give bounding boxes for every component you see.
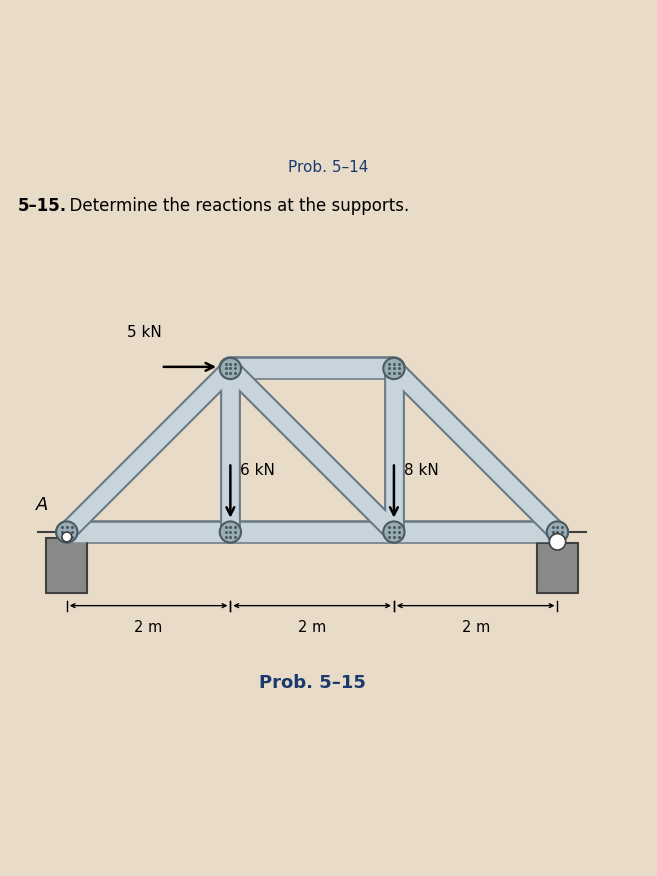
Polygon shape bbox=[57, 522, 77, 533]
Polygon shape bbox=[548, 524, 567, 533]
Text: Prob. 5–15: Prob. 5–15 bbox=[259, 675, 365, 692]
Circle shape bbox=[383, 521, 405, 542]
Circle shape bbox=[219, 521, 241, 542]
Circle shape bbox=[219, 358, 241, 379]
Circle shape bbox=[547, 521, 568, 542]
Text: 6 kN: 6 kN bbox=[240, 463, 275, 478]
Text: A: A bbox=[36, 496, 49, 514]
Text: 5 kN: 5 kN bbox=[127, 325, 162, 340]
Text: 5–15.: 5–15. bbox=[18, 197, 67, 215]
Circle shape bbox=[57, 521, 78, 542]
Text: 2 m: 2 m bbox=[462, 620, 490, 635]
Text: Determine the reactions at the supports.: Determine the reactions at the supports. bbox=[58, 197, 409, 215]
Bar bbox=[537, 542, 578, 593]
Circle shape bbox=[62, 532, 72, 542]
Circle shape bbox=[383, 358, 405, 379]
Bar bbox=[47, 538, 87, 593]
Text: Prob. 5–14: Prob. 5–14 bbox=[288, 160, 369, 175]
Text: 2 m: 2 m bbox=[135, 620, 163, 635]
Text: 2 m: 2 m bbox=[298, 620, 327, 635]
Circle shape bbox=[549, 533, 566, 550]
Text: 8 kN: 8 kN bbox=[404, 463, 438, 478]
